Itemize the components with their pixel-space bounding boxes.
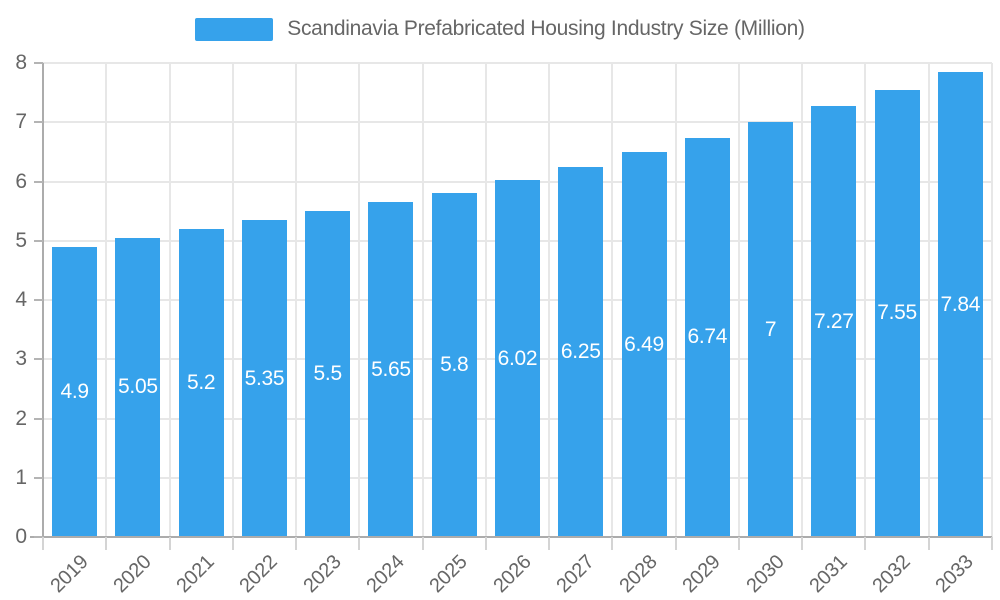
x-axis-tick	[991, 537, 993, 550]
y-axis-tick	[34, 180, 43, 183]
x-gridline	[295, 63, 298, 537]
bar-2030[interactable]	[748, 122, 794, 537]
y-axis-tick	[34, 239, 43, 242]
y-axis-label: 7	[15, 110, 27, 134]
x-axis-tick	[105, 537, 108, 550]
bar-value-label: 5.5	[313, 362, 343, 386]
bar-2020[interactable]	[115, 237, 161, 537]
x-axis-tick	[168, 537, 171, 550]
x-gridline	[927, 63, 930, 537]
bar-2031[interactable]	[811, 106, 857, 537]
x-gridline	[358, 63, 361, 537]
bar-value-label: 7.55	[877, 301, 917, 325]
x-gridline	[421, 63, 424, 537]
bar-2022[interactable]	[241, 220, 287, 537]
x-axis-tick	[737, 537, 740, 550]
x-axis-tick	[927, 537, 930, 550]
bar-2019[interactable]	[52, 246, 98, 537]
x-axis-tick	[864, 537, 867, 550]
y-axis-tick	[34, 62, 43, 64]
bar-2021[interactable]	[178, 228, 224, 537]
x-axis-tick	[548, 537, 551, 550]
y-axis-tick	[34, 536, 43, 538]
bar-value-label: 6.25	[560, 339, 601, 363]
bar-2029[interactable]	[684, 137, 730, 537]
bar-2028[interactable]	[621, 152, 667, 537]
x-gridline	[484, 63, 487, 537]
bar-2023[interactable]	[305, 211, 351, 537]
x-axis-tick	[611, 537, 614, 550]
x-gridline	[991, 63, 993, 537]
y-axis-label: 2	[15, 406, 27, 430]
bar-value-label: 4.9	[60, 379, 89, 403]
bar-2025[interactable]	[431, 193, 477, 537]
y-gridline	[43, 121, 992, 124]
bar-2032[interactable]	[874, 89, 920, 537]
y-axis-tick	[34, 417, 43, 420]
x-axis-tick	[358, 537, 361, 550]
bar-value-label: 7.84	[940, 292, 981, 316]
bar-value-label: 7.27	[813, 309, 854, 333]
x-axis-tick	[801, 537, 804, 550]
legend-item[interactable]: Scandinavia Prefabricated Housing Indust…	[195, 17, 805, 41]
x-axis-label-2019: 2019	[46, 551, 93, 598]
x-gridline	[168, 63, 171, 537]
x-gridline	[548, 63, 551, 537]
bar-value-label: 6.02	[497, 346, 538, 370]
legend-swatch-icon	[195, 17, 274, 41]
y-axis-label: 8	[15, 51, 27, 74]
y-axis-tick	[34, 476, 43, 479]
x-gridline	[801, 63, 804, 537]
bar-2026[interactable]	[495, 180, 540, 537]
y-axis-tick	[34, 358, 43, 361]
x-gridline	[105, 63, 108, 537]
legend: Scandinavia Prefabricated Housing Indust…	[0, 17, 1000, 41]
bar-value-label: 5.2	[187, 370, 216, 394]
x-gridline	[611, 63, 614, 537]
bar-value-label: 7	[764, 317, 777, 341]
x-axis-tick	[231, 537, 234, 550]
bar-2027[interactable]	[558, 166, 604, 537]
y-gridline	[43, 62, 992, 64]
bar-value-label: 5.8	[440, 353, 469, 377]
x-axis-line	[30, 536, 992, 538]
y-axis-label: 5	[15, 228, 27, 252]
bar-value-label: 5.65	[371, 357, 411, 381]
y-axis-label: 3	[15, 347, 27, 371]
x-axis-tick	[42, 537, 44, 550]
bar-value-label: 5.35	[244, 366, 285, 390]
x-axis-tick	[484, 537, 487, 550]
bar-2033[interactable]	[937, 72, 983, 537]
x-axis-tick	[674, 537, 677, 550]
bar-value-label: 6.49	[624, 332, 664, 356]
x-axis-tick	[421, 537, 424, 550]
y-axis-tick	[34, 299, 43, 301]
x-gridline	[674, 63, 677, 537]
y-axis-label: 4	[15, 288, 27, 311]
y-axis-label: 0	[15, 525, 27, 548]
y-axis-line	[42, 63, 44, 550]
x-gridline	[864, 63, 867, 537]
x-gridline	[231, 63, 234, 537]
bar-value-label: 6.74	[687, 325, 728, 349]
y-axis-tick	[34, 121, 43, 124]
x-axis-tick	[295, 537, 298, 550]
y-axis-label: 6	[15, 169, 27, 193]
bar-value-label: 5.05	[118, 375, 158, 399]
bar-2024[interactable]	[368, 202, 414, 537]
x-gridline	[737, 63, 740, 537]
legend-label: Scandinavia Prefabricated Housing Indust…	[287, 17, 805, 40]
y-axis-label: 1	[15, 465, 27, 489]
